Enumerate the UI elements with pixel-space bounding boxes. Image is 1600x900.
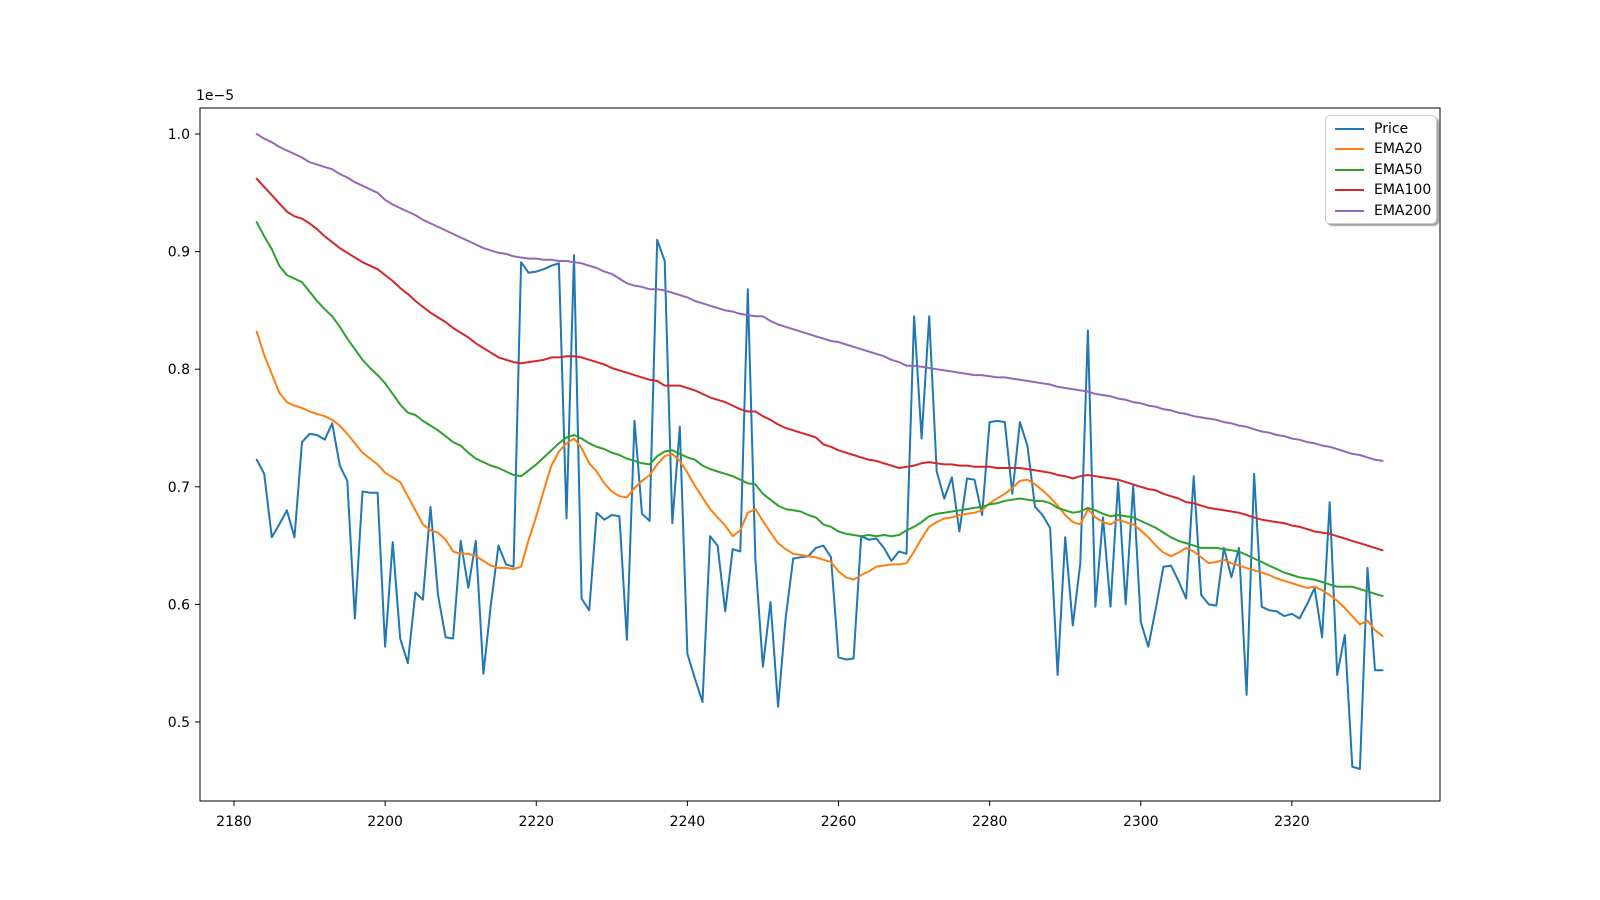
y-tick-label: 1.0 <box>168 127 190 143</box>
legend-swatch-ema200 <box>1335 209 1364 212</box>
series-line-ema200 <box>255 133 1384 462</box>
x-axis: 2180 2200 2220 2240 2260 2280 2300 2320 <box>216 801 1310 830</box>
legend: Price EMA20 EMA50 EMA100 EMA200 <box>1325 115 1437 224</box>
x-tick-label: 2220 <box>518 814 554 830</box>
x-tick-label: 2240 <box>670 814 706 830</box>
legend-item-ema50: EMA50 <box>1326 159 1436 180</box>
legend-item-price: Price <box>1326 118 1436 139</box>
x-tick-label: 2180 <box>216 814 252 830</box>
legend-label-ema20: EMA20 <box>1374 141 1423 157</box>
plot-border <box>199 107 1441 802</box>
series-line-price <box>255 238 1384 770</box>
x-tick-label: 2280 <box>972 814 1008 830</box>
legend-item-ema20: EMA20 <box>1326 139 1436 160</box>
legend-label-price: Price <box>1374 120 1409 137</box>
y-tick-label: 0.8 <box>168 362 190 378</box>
legend-label-ema100: EMA100 <box>1374 182 1432 198</box>
legend-label-ema50: EMA50 <box>1374 161 1423 178</box>
series-line-ema50 <box>255 221 1384 598</box>
legend-swatch-ema50 <box>1335 168 1364 171</box>
series-line-ema20 <box>255 330 1384 638</box>
y-tick-label: 0.9 <box>168 245 190 261</box>
y-tick-label: 0.5 <box>168 715 190 731</box>
series-line-ema100 <box>255 177 1384 552</box>
legend-swatch-ema20 <box>1335 148 1364 150</box>
x-tick-label: 2200 <box>367 814 403 830</box>
legend-label-ema200: EMA200 <box>1374 202 1432 219</box>
x-tick-label: 2300 <box>1123 814 1159 830</box>
y-axis-offset-label: 1e−5 <box>196 88 235 104</box>
legend-swatch-ema100 <box>1335 189 1364 191</box>
y-axis: 0.5 0.6 0.7 0.8 0.9 1.0 <box>168 127 200 731</box>
x-tick-label: 2320 <box>1274 814 1310 830</box>
series-lines <box>255 133 1384 770</box>
legend-item-ema100: EMA100 <box>1326 180 1436 201</box>
y-tick-label: 0.6 <box>168 597 190 613</box>
y-tick-label: 0.7 <box>168 480 190 496</box>
legend-item-ema200: EMA200 <box>1326 200 1436 221</box>
legend-swatch-price <box>1335 127 1364 130</box>
x-tick-label: 2260 <box>821 814 857 830</box>
